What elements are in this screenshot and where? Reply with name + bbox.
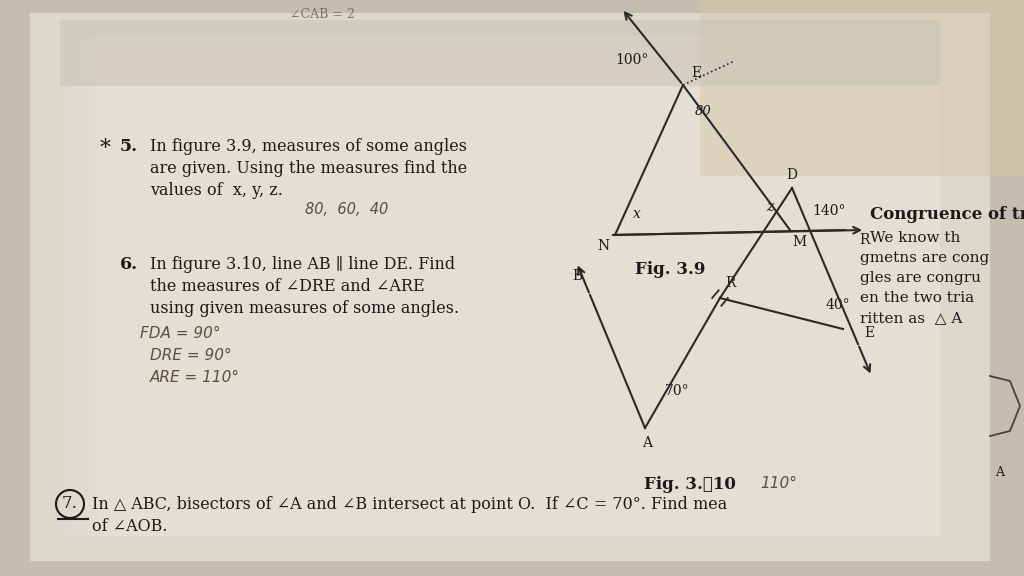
Text: 80,  60,  40: 80, 60, 40 [305,202,388,217]
Bar [93,36,95,536]
Bar [72,36,74,536]
Bar [74,36,76,536]
Text: 80: 80 [695,105,712,118]
Text: M: M [792,235,806,249]
Text: gles are congru: gles are congru [860,271,981,285]
Bar [60,20,940,86]
Bar [63,36,66,536]
Text: 6.: 6. [120,256,138,273]
Text: In figure 3.9, measures of some angles: In figure 3.9, measures of some angles [150,138,467,155]
Bar [99,36,101,536]
Bar [73,36,75,536]
Bar [62,36,63,536]
Text: E: E [864,326,874,340]
Bar [83,36,85,536]
Text: the measures of ∠DRE and ∠ARE: the measures of ∠DRE and ∠ARE [150,278,425,295]
Bar [98,36,100,536]
Text: D: D [786,168,798,182]
Bar [90,36,92,536]
Bar [60,36,940,536]
Bar [85,36,87,536]
Bar [97,36,99,536]
Text: 70°: 70° [665,384,689,398]
Text: E: E [691,66,701,80]
Text: values of  x, y, z.: values of x, y, z. [150,182,283,199]
Bar [70,36,72,536]
Bar [76,36,78,536]
Text: of ∠AOB.: of ∠AOB. [92,518,168,535]
Bar [77,36,79,536]
Text: B: B [571,269,582,283]
Text: gmetns are cong: gmetns are cong [860,251,989,265]
Text: Congruence of tr: Congruence of tr [870,206,1024,223]
Text: A: A [995,466,1004,479]
Text: 140°: 140° [812,204,846,218]
Bar [700,0,1024,176]
Bar [69,36,71,536]
Text: ARE = 110°: ARE = 110° [150,370,240,385]
Text: N: N [597,239,609,253]
Bar [63,36,65,536]
Text: R: R [859,233,869,247]
Bar [87,36,89,536]
Bar [68,36,70,536]
Text: DRE = 90°: DRE = 90° [150,348,231,363]
Text: In △ ABC, bisectors of ∠A and ∠B intersect at point O.  If ∠C = 70°. Find mea: In △ ABC, bisectors of ∠A and ∠B interse… [92,496,727,513]
Bar [95,36,97,536]
Bar [79,36,81,536]
Bar [61,36,63,536]
Text: x: x [633,207,641,221]
Bar [92,36,94,536]
Text: are given. Using the measures find the: are given. Using the measures find the [150,160,467,177]
Bar [81,36,83,536]
Bar [94,36,96,536]
Text: We know th: We know th [870,231,961,245]
Text: FDA = 90°: FDA = 90° [140,326,220,341]
Text: 5.: 5. [120,138,138,155]
Bar [75,36,77,536]
Text: 100°: 100° [615,53,648,67]
Bar [67,36,69,536]
Bar [84,36,86,536]
Text: In figure 3.10, line AB ∥ line DE. Find: In figure 3.10, line AB ∥ line DE. Find [150,256,455,273]
Bar [71,36,73,536]
Text: ritten as  △ A: ritten as △ A [860,311,963,325]
Text: 110°: 110° [760,476,797,491]
Text: ∠CAB = 2: ∠CAB = 2 [290,8,355,21]
Text: z: z [766,200,773,214]
Bar [65,36,67,536]
Text: 7.: 7. [62,495,78,513]
Bar [78,36,80,536]
Bar [91,36,93,536]
Text: 40°: 40° [826,298,851,312]
Text: Fig. 3.9: Fig. 3.9 [635,261,706,278]
Text: Fig. 3.͔10: Fig. 3.͔10 [644,476,736,493]
Text: *: * [99,138,111,160]
Text: using given measures of some angles.: using given measures of some angles. [150,300,459,317]
Text: R: R [725,276,735,290]
Text: en the two tria: en the two tria [860,291,974,305]
Bar [89,36,91,536]
Bar [60,36,62,536]
Bar [86,36,88,536]
Text: A: A [642,436,652,450]
Bar [80,36,82,536]
Bar [88,36,90,536]
Bar [66,36,68,536]
Bar [96,36,98,536]
Bar [82,36,84,536]
